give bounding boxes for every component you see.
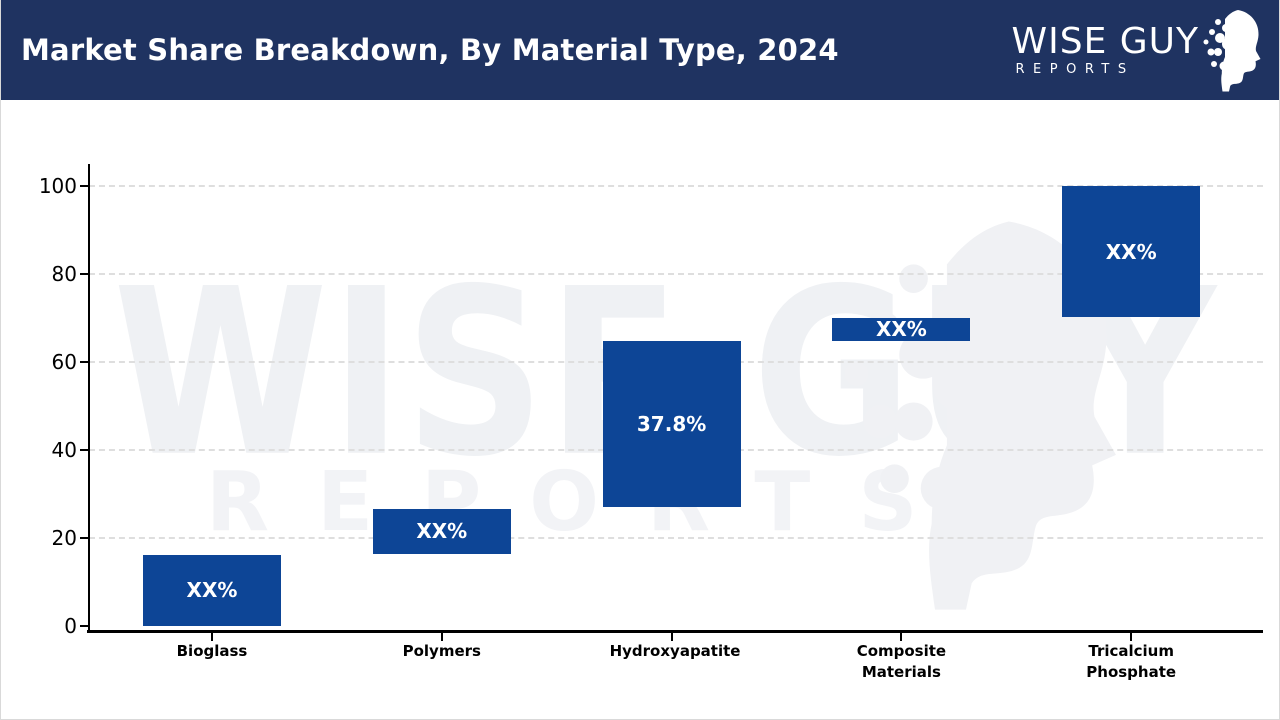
logo-wordmark: WISE GUY	[1011, 21, 1199, 63]
x-tick-hydroxyapatite	[670, 633, 673, 641]
category-label-polymers: Polymers	[402, 642, 481, 660]
gridline-80	[89, 272, 1263, 275]
gridline-20	[89, 536, 1263, 539]
y-tick-60	[80, 360, 89, 363]
gridline-100	[89, 184, 1263, 187]
y-tick-20	[80, 536, 89, 539]
bar-polymers: XX%	[372, 508, 511, 554]
y-tick-label-40: 40	[51, 437, 77, 462]
bar-composite-materials: XX%	[832, 317, 971, 342]
category-label-bioglass: Bioglass	[176, 642, 248, 660]
y-tick-label-60: 60	[51, 349, 77, 374]
logo-subtitle: REPORTS	[1015, 61, 1135, 77]
y-tick-label-100: 100	[38, 173, 77, 198]
x-tick-polymers	[440, 633, 443, 641]
x-tick-tricalcium-phosphate	[1130, 633, 1133, 641]
y-tick-100	[80, 184, 89, 187]
y-tick-label-80: 80	[51, 261, 77, 286]
y-axis-line	[88, 164, 90, 633]
bar-value-label-tricalcium-phosphate: XX%	[1105, 239, 1157, 264]
y-tick-label-20: 20	[51, 525, 77, 550]
bar-hydroxyapatite: 37.8%	[602, 340, 741, 508]
header-bar: Market Share Breakdown, By Material Type…	[1, 0, 1279, 100]
wise-guy-logo: WISE GUY REPORTS	[1012, 8, 1280, 92]
category-label-hydroxyapatite: Hydroxyapatite	[609, 642, 741, 660]
plot-area: 0 20 40 60 80 100 XX% Bioglass XX% Polymers 37.8% H…	[1, 100, 1279, 719]
y-tick-0	[80, 625, 89, 627]
category-label-tricalcium-phosphate: Tricalcium Phosphate	[1086, 642, 1177, 681]
page-title: Market Share Breakdown, By Material Type…	[21, 33, 839, 67]
x-axis-line	[87, 630, 1263, 633]
bar-value-label-composite-materials: XX%	[875, 317, 927, 342]
bar-value-label-hydroxyapatite: 37.8%	[636, 411, 707, 436]
logo-head-icon	[1203, 10, 1261, 92]
y-tick-80	[80, 272, 89, 275]
category-label-composite-materials: Composite Materials	[856, 642, 947, 681]
x-tick-bioglass	[211, 633, 213, 641]
x-tick-composite-materials	[900, 633, 903, 641]
watermark-head-icon	[844, 221, 1116, 610]
y-tick-40	[80, 448, 89, 451]
bar-value-label-polymers: XX%	[416, 519, 468, 544]
bar-tricalcium-phosphate: XX%	[1062, 186, 1201, 317]
y-tick-label-0: 0	[64, 614, 77, 638]
logo-text: WISE GUY REPORTS	[1012, 23, 1200, 77]
bar-bioglass: XX%	[143, 554, 281, 626]
watermark-subtitle: REPORTS	[206, 455, 966, 550]
bar-value-label-bioglass: XX%	[186, 578, 238, 603]
